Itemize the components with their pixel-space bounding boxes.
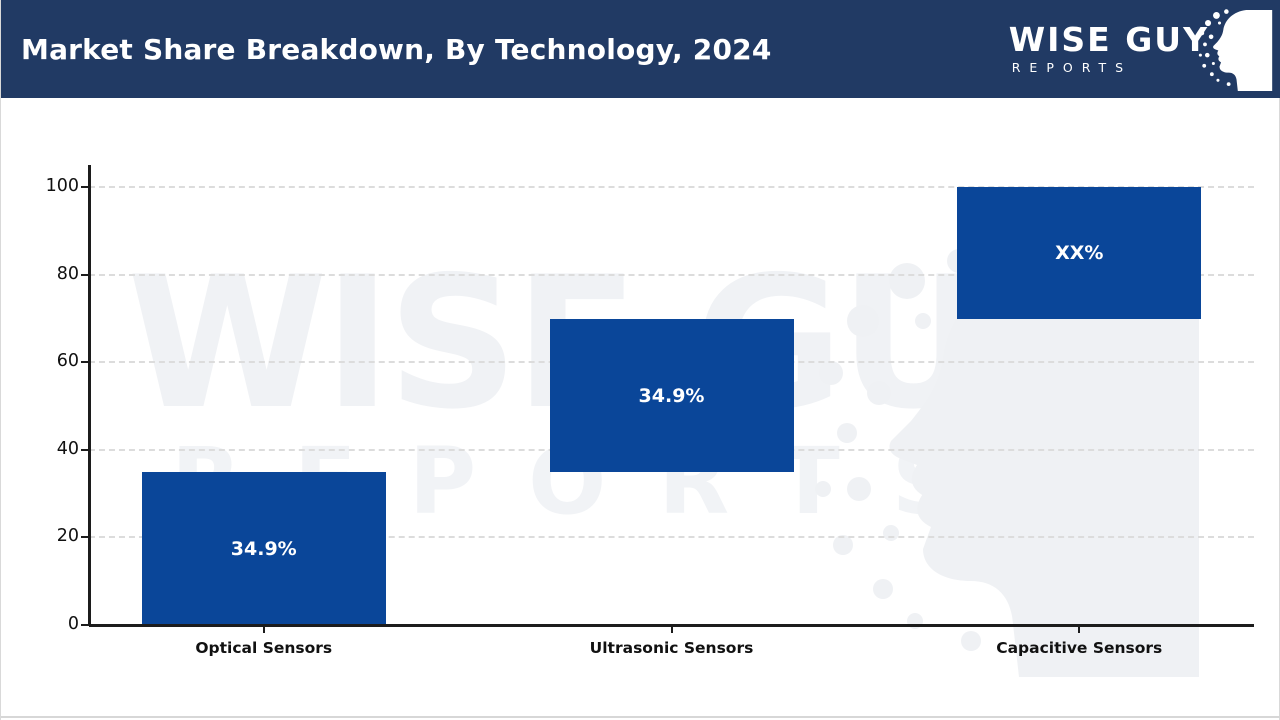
gridline [89, 186, 1254, 188]
dotted-face-profile-icon [1198, 9, 1273, 91]
y-tick-label: 100 [45, 176, 79, 196]
header-bar: Market Share Breakdown, By Technology, 2… [1, 0, 1280, 98]
y-tick-label: 40 [56, 438, 79, 459]
x-category-label: Optical Sensors [195, 639, 333, 657]
x-category-label: Capacitive Sensors [996, 639, 1163, 657]
x-category-label: Ultrasonic Sensors [589, 639, 754, 657]
x-tick [670, 625, 673, 633]
brand-logo: WISE GUY REPORTS [1009, 7, 1280, 91]
bar [549, 319, 794, 473]
y-tick [81, 624, 89, 626]
watermark-face-profile-icon [815, 249, 1199, 677]
x-tick [1078, 625, 1081, 633]
chart-title: Market Share Breakdown, By Technology, 2… [21, 32, 772, 66]
y-tick [81, 448, 89, 451]
y-axis-line [88, 165, 91, 626]
gridline [89, 536, 1254, 539]
bar [957, 187, 1202, 320]
bar-value-label: 34.9% [638, 384, 705, 407]
y-tick-label: 60 [56, 351, 79, 372]
y-tick [81, 361, 89, 364]
y-tick [81, 273, 89, 276]
bottom-border [1, 716, 1280, 718]
bar-value-label: XX% [1055, 242, 1104, 265]
x-tick [262, 625, 265, 633]
y-tick [81, 186, 89, 188]
y-tick-label: 80 [56, 263, 79, 284]
logo-wordmark: WISE GUY [1008, 20, 1209, 59]
y-tick [81, 536, 89, 539]
bar [141, 472, 386, 625]
y-tick-label: 20 [56, 526, 79, 547]
gridline [89, 273, 1254, 276]
y-tick-label: 0 [67, 614, 79, 634]
brand-logo-words: WISE GUY REPORTS [1009, 23, 1209, 75]
logo-subtext: REPORTS [1011, 60, 1133, 75]
bar-value-label: 34.9% [230, 537, 297, 560]
